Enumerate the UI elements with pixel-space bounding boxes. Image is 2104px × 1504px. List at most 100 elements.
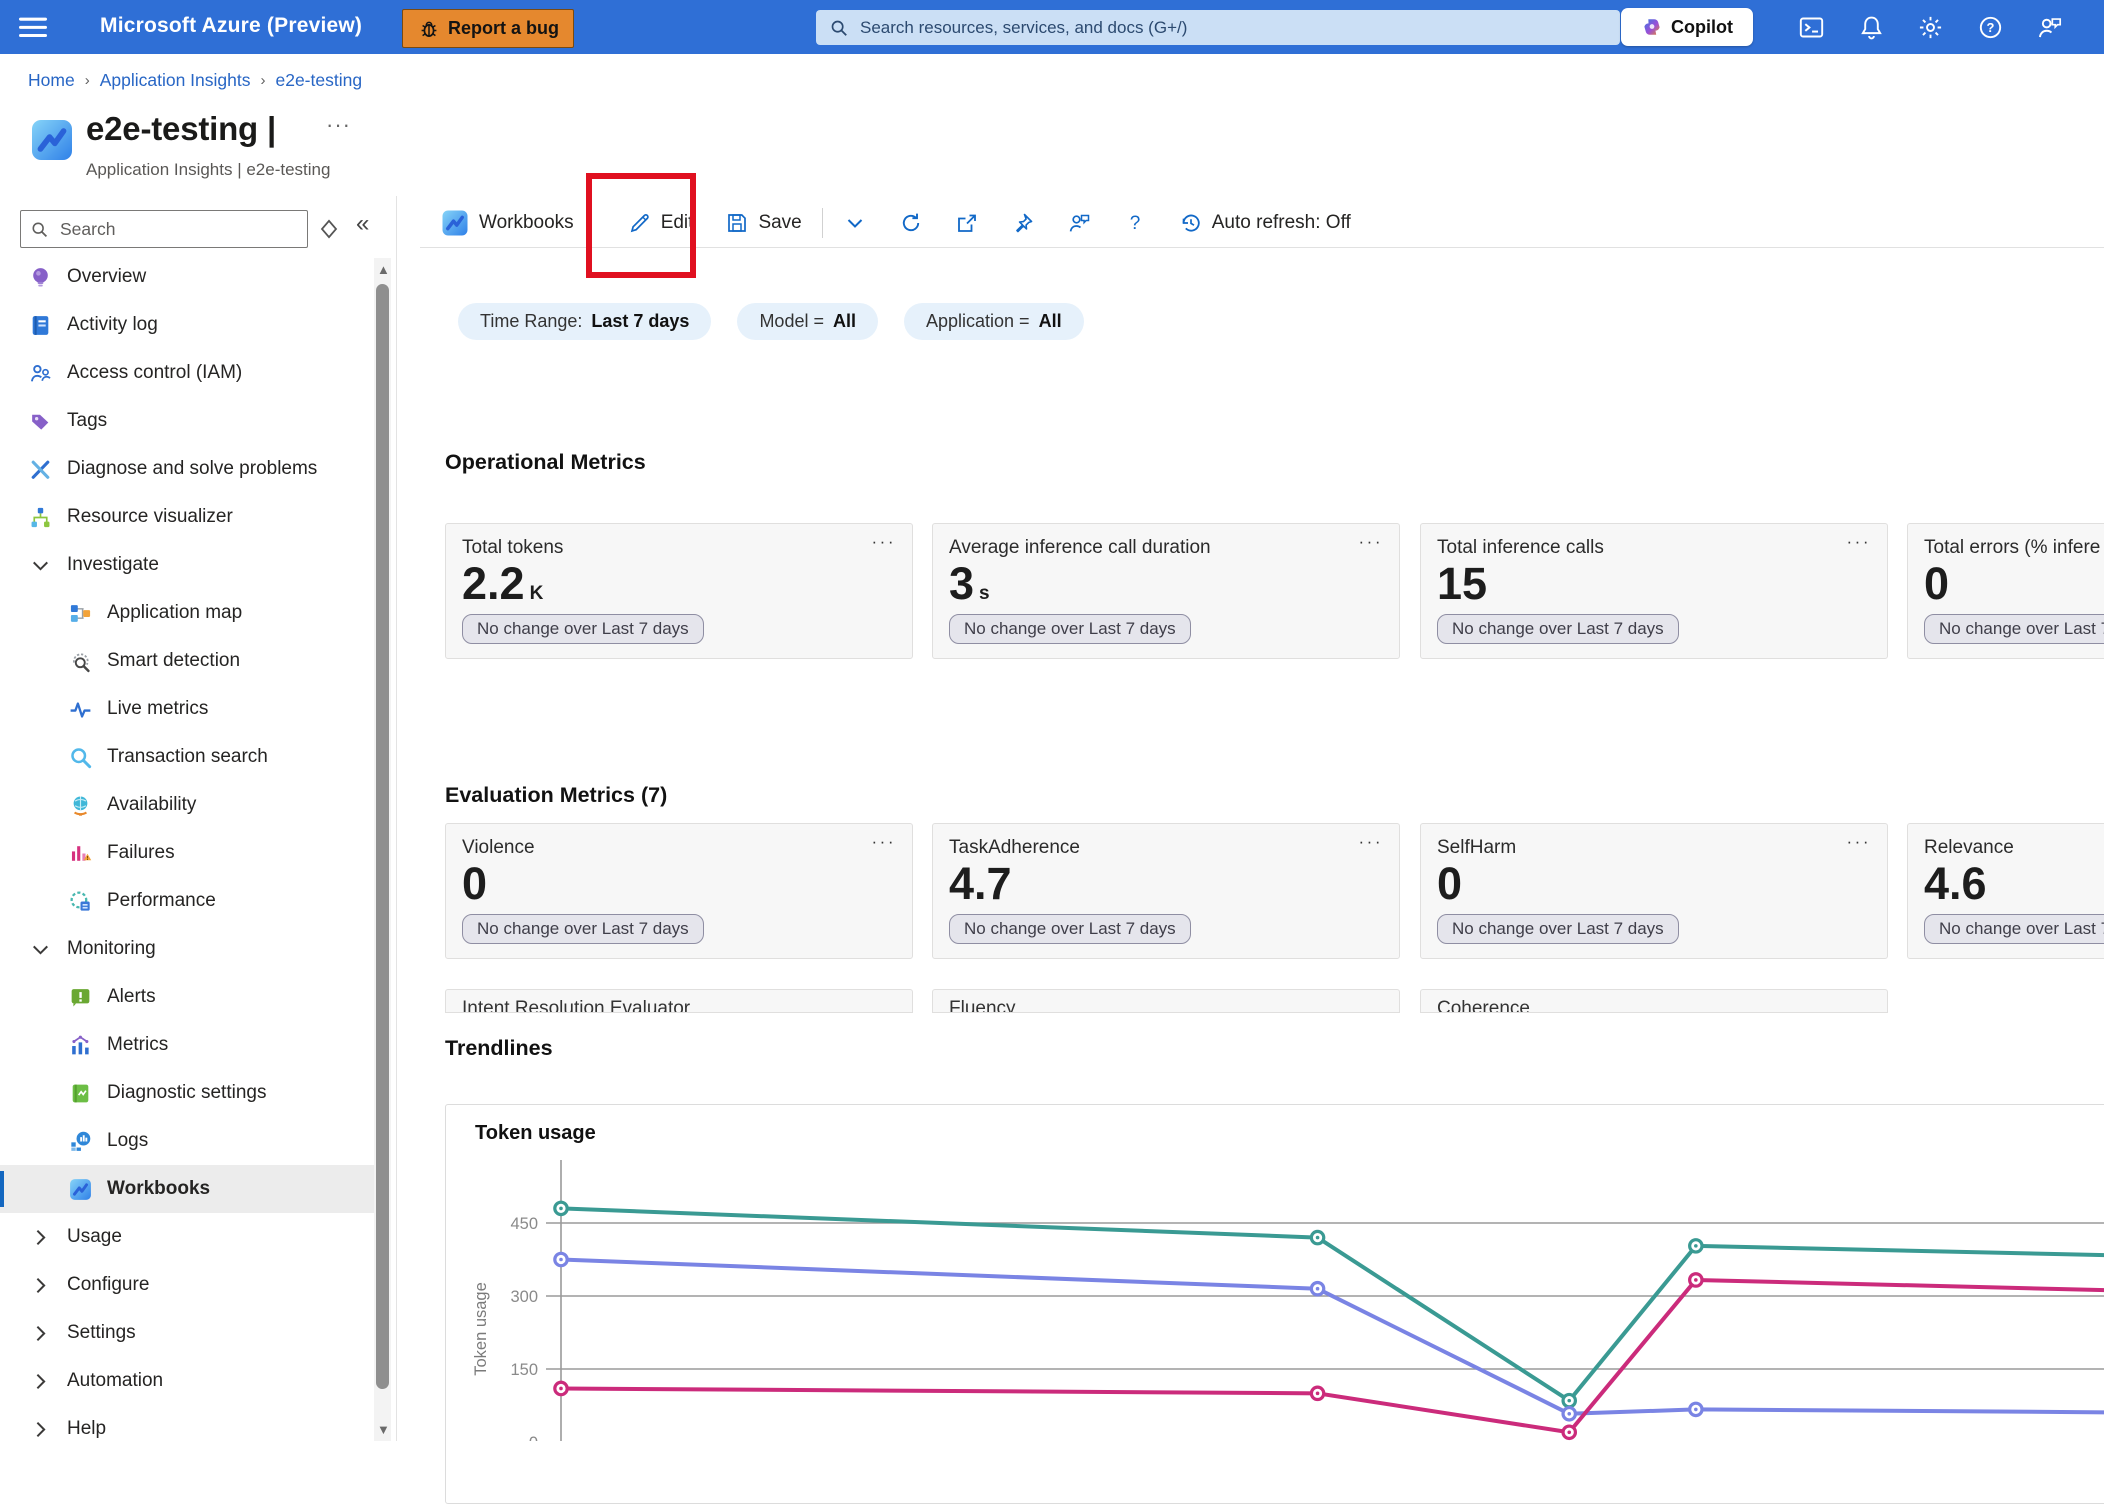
card-unit: K: [530, 583, 544, 605]
workbooks-icon: [440, 208, 470, 238]
workbooks-toolbar-item[interactable]: Workbooks: [420, 203, 590, 243]
sidebar-item-settings[interactable]: Settings: [0, 1309, 374, 1357]
card-title: Average inference call duration: [949, 537, 1211, 559]
scroll-down-icon[interactable]: ▼: [377, 1422, 390, 1437]
evaluation-card-taskadherence: TaskAdherence···4.7No change over Last 7…: [932, 823, 1400, 959]
sidebar-item-diagnose-and-solve-problems[interactable]: Diagnose and solve problems: [0, 445, 374, 493]
sidebar-search-input[interactable]: [58, 218, 282, 241]
chevron-down-icon: [28, 553, 53, 578]
sidebar-item-tags[interactable]: Tags: [0, 397, 374, 445]
sidebar-item-resource-visualizer[interactable]: Resource visualizer: [0, 493, 374, 541]
auto-refresh-button[interactable]: Auto refresh: Off: [1163, 203, 1367, 243]
sidebar-item-diagnostic-settings[interactable]: Diagnostic settings: [0, 1069, 374, 1117]
page-more-menu[interactable]: ···: [326, 112, 351, 138]
sidebar-search-box[interactable]: [20, 210, 308, 248]
sidebar-item-automation[interactable]: Automation: [0, 1357, 374, 1405]
sidebar-scrollbar[interactable]: ▲ ▼: [374, 258, 391, 1441]
share-button[interactable]: [939, 203, 995, 243]
card-more-menu-icon[interactable]: ···: [872, 837, 896, 847]
sidebar-item-metrics[interactable]: Metrics: [0, 1021, 374, 1069]
help-icon[interactable]: ?: [1977, 14, 2004, 41]
sidebar-item-workbooks[interactable]: Workbooks: [0, 1165, 374, 1213]
hamburger-menu-icon[interactable]: [16, 13, 50, 41]
card-more-menu-icon[interactable]: ···: [1359, 837, 1383, 847]
resource-visualizer-icon: [28, 505, 53, 530]
sidebar-item-configure[interactable]: Configure: [0, 1261, 374, 1309]
operational-card-total-tokens: Total tokens···2.2KNo change over Last 7…: [445, 523, 913, 659]
cloud-shell-icon[interactable]: [1798, 14, 1825, 41]
sidebar-item-access-control-iam-[interactable]: Access control (IAM): [0, 349, 374, 397]
sidebar-item-smart-detection[interactable]: Smart detection: [0, 637, 374, 685]
sidebar-item-alerts[interactable]: Alerts: [0, 973, 374, 1021]
sidebar-dock-icon[interactable]: [316, 216, 342, 242]
edit-label: Edit: [661, 212, 694, 234]
pin-button[interactable]: [995, 203, 1051, 243]
filter-label: Application =: [926, 311, 1030, 332]
sidebar-item-label: Performance: [107, 890, 216, 912]
breadcrumb-link-application-insights[interactable]: Application Insights: [100, 70, 251, 91]
sidebar-item-label: Help: [67, 1418, 106, 1440]
card-more-menu-icon[interactable]: ···: [1847, 837, 1871, 847]
card-title: Relevance: [1924, 837, 2014, 859]
sidebar-item-label: Workbooks: [107, 1178, 210, 1200]
chevron-right-icon: [28, 1417, 53, 1442]
settings-gear-icon[interactable]: [1917, 14, 1944, 41]
scroll-up-icon[interactable]: ▲: [377, 262, 390, 277]
evaluation-card-relevance: Relevance···4.6No change over Last 7 day…: [1907, 823, 2104, 959]
sidebar-item-help[interactable]: Help: [0, 1405, 374, 1453]
sidebar-item-failures[interactable]: Failures: [0, 829, 374, 877]
notifications-bell-icon[interactable]: [1858, 14, 1885, 41]
sidebar-item-performance[interactable]: Performance: [0, 877, 374, 925]
toolbar-help-button[interactable]: ?: [1107, 203, 1163, 243]
diagnostic-settings-icon: [68, 1081, 93, 1106]
application-insights-icon: [28, 116, 76, 164]
collapse-sidebar-icon[interactable]: «: [356, 210, 369, 238]
azure-brand-title[interactable]: Microsoft Azure (Preview): [100, 14, 362, 38]
operational-card-total-errors-infere: Total errors (% infere···0No change over…: [1907, 523, 2104, 659]
sidebar-item-transaction-search[interactable]: Transaction search: [0, 733, 374, 781]
save-button[interactable]: Save: [709, 203, 817, 243]
edit-button[interactable]: Edit: [612, 203, 710, 243]
refresh-button[interactable]: [883, 203, 939, 243]
series-blue-marker-dot: [1694, 1408, 1698, 1412]
toolbar-feedback-button[interactable]: [1051, 203, 1107, 243]
card-more-menu-icon[interactable]: ···: [1359, 537, 1383, 547]
series-teal-marker-dot: [1567, 1399, 1571, 1403]
toolbar-divider: [822, 208, 823, 238]
sidebar-item-label: Diagnose and solve problems: [67, 458, 317, 480]
card-value: 0: [1437, 861, 1462, 907]
card-title: Fluency: [949, 998, 1016, 1013]
card-title: Violence: [462, 837, 535, 859]
sidebar-item-activity-log[interactable]: Activity log: [0, 301, 374, 349]
card-title: Total errors (% infere: [1924, 537, 2100, 559]
card-more-menu-icon[interactable]: ···: [1847, 537, 1871, 547]
save-dropdown-button[interactable]: [827, 203, 883, 243]
breadcrumb-chevron-icon: ›: [85, 72, 90, 89]
report-a-bug-button[interactable]: Report a bug: [402, 9, 574, 48]
global-search-input[interactable]: [858, 17, 1562, 39]
sidebar-item-investigate[interactable]: Investigate: [0, 541, 374, 589]
filter-pill-application[interactable]: Application =All: [904, 303, 1084, 340]
sidebar-item-overview[interactable]: Overview: [0, 253, 374, 301]
sidebar-item-monitoring[interactable]: Monitoring: [0, 925, 374, 973]
feedback-icon[interactable]: [2036, 14, 2063, 41]
filter-pill-model[interactable]: Model =All: [737, 303, 878, 340]
chevron-right-icon: [28, 1225, 53, 1250]
page-subtitle: Application Insights | e2e-testing: [86, 160, 330, 180]
series-magenta-marker-dot: [1567, 1430, 1571, 1434]
sidebar-item-application-map[interactable]: Application map: [0, 589, 374, 637]
series-blue-marker-dot: [1567, 1412, 1571, 1416]
sidebar-item-logs[interactable]: Logs: [0, 1117, 374, 1165]
global-search-box[interactable]: [816, 10, 1620, 45]
workbooks-icon: [68, 1177, 93, 1202]
card-more-menu-icon[interactable]: ···: [872, 537, 896, 547]
scrollbar-thumb[interactable]: [376, 284, 389, 1389]
sidebar-item-usage[interactable]: Usage: [0, 1213, 374, 1261]
breadcrumb-link-e2e-testing[interactable]: e2e-testing: [275, 70, 362, 91]
breadcrumb-link-home[interactable]: Home: [28, 70, 75, 91]
sidebar-item-availability[interactable]: Availability: [0, 781, 374, 829]
series-magenta-marker-dot: [559, 1387, 563, 1391]
copilot-button[interactable]: Copilot: [1621, 8, 1753, 46]
sidebar-item-live-metrics[interactable]: Live metrics: [0, 685, 374, 733]
filter-pill-time-range[interactable]: Time Range:Last 7 days: [458, 303, 711, 340]
